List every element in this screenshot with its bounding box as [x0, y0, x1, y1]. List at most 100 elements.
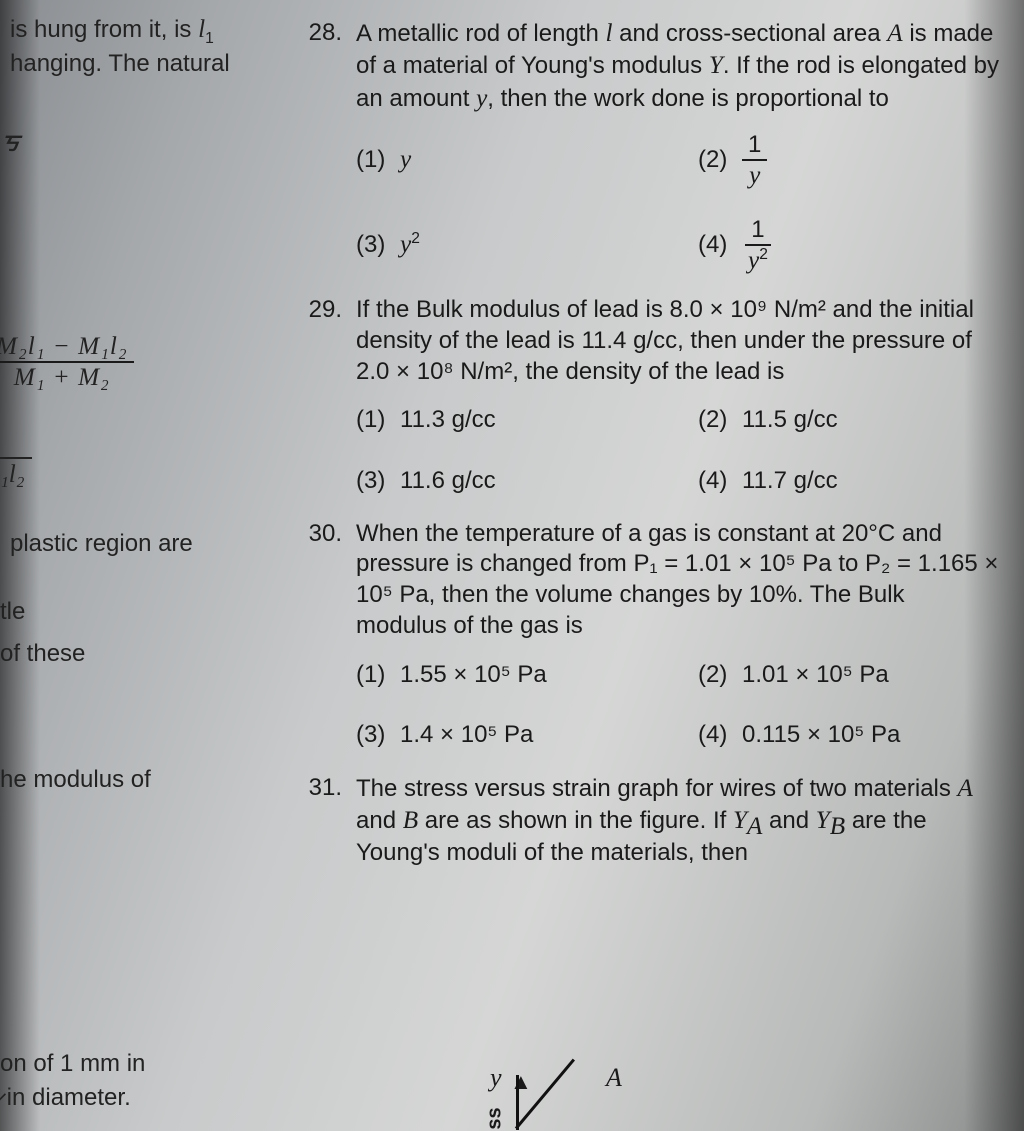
question-body: When the temperature of a gas is constan… [356, 519, 1000, 755]
option-1[interactable]: (1) 1.55 × 10⁵ Pa [356, 660, 658, 691]
question-text: The stress versus strain graph for wires… [356, 773, 1000, 868]
label: (4) [698, 230, 732, 261]
fragment-diameter: ̷ in diameter. [0, 1084, 280, 1112]
var: A [887, 20, 902, 47]
t: A metallic rod of length [356, 20, 605, 47]
option-4[interactable]: (4) 0.115 × 10⁵ Pa [698, 720, 1000, 751]
var: Y [709, 52, 723, 79]
den: y [743, 161, 766, 188]
value: 1.01 × 10⁵ Pa [742, 660, 889, 691]
fragment-plastic: plastic region are [10, 530, 280, 558]
question-30: 30. When the temperature of a gas is con… [300, 519, 1000, 755]
t: and [356, 807, 403, 834]
label: (4) [698, 720, 732, 751]
options: (1) y (2) 1 y (3) y2 (4) 1 [356, 133, 1000, 273]
question-text: A metallic rod of length l and cross-sec… [356, 18, 1000, 115]
var: y [476, 85, 487, 112]
value: 11.7 g/cc [742, 466, 838, 497]
t: , then the work done is proportional to [487, 85, 889, 112]
sub: B [830, 813, 845, 840]
label: (1) [356, 660, 390, 691]
t: are as shown in the figure. If [418, 807, 733, 834]
text: is hung from it, is [10, 16, 191, 43]
option-4[interactable]: (4) 1 y2 [698, 218, 1000, 273]
den: y2 [742, 246, 774, 273]
arrowhead-icon: ▲ [510, 1069, 532, 1095]
label: (2) [698, 405, 732, 436]
value: 11.6 g/cc [400, 466, 496, 497]
question-number: 29. [300, 295, 342, 501]
option-3[interactable]: (3) y2 [356, 218, 658, 273]
question-31: 31. The stress versus strain graph for w… [300, 773, 1000, 886]
label: (3) [356, 720, 390, 751]
t: and [762, 807, 815, 834]
main-column: 28. A metallic rod of length l and cross… [300, 0, 1000, 886]
fragment-hanging: hanging. The natural [10, 50, 280, 78]
fragment-mm: on of 1 mm in [0, 1050, 280, 1078]
question-number: 31. [300, 773, 342, 886]
sub: 1 [205, 30, 214, 47]
base: y [400, 231, 411, 258]
question-body: If the Bulk modulus of lead is 8.0 × 10⁹… [356, 295, 1000, 501]
fragment-formula: M₂l₁ − M₁l₂ M₁ + M₂ [0, 334, 280, 390]
t: The stress versus strain graph for wires… [356, 775, 958, 802]
question-28: 28. A metallic rod of length l and cross… [300, 18, 1000, 277]
fragment-tle: tle [0, 598, 280, 626]
label: (3) [356, 230, 390, 261]
stress-strain-graph-fragment: y ▲ A ss [460, 1065, 660, 1130]
label: (4) [698, 466, 732, 497]
var: A [958, 775, 973, 802]
value: y [400, 144, 411, 176]
var: Y [816, 807, 830, 834]
sub: A [747, 813, 762, 840]
var: B [403, 807, 418, 834]
text: ₁l₂ [0, 461, 25, 488]
option-2[interactable]: (2) 11.5 g/cc [698, 405, 1000, 436]
label: (1) [356, 145, 390, 176]
y-axis-label: y [490, 1063, 502, 1093]
option-3[interactable]: (3) 1.4 × 10⁵ Pa [356, 720, 658, 751]
axis-text-fragment: ss [484, 1107, 507, 1129]
label: (3) [356, 466, 390, 497]
options: (1) 1.55 × 10⁵ Pa (2) 1.01 × 10⁵ Pa (3) 1.4… [356, 660, 1000, 751]
question-body: The stress versus strain graph for wires… [356, 773, 1000, 886]
fragment-l2: ₁l₂ [0, 457, 32, 489]
question-body: A metallic rod of length l and cross-sec… [356, 18, 1000, 277]
value: 1.4 × 10⁵ Pa [400, 720, 533, 751]
option-1[interactable]: (1) 11.3 g/cc [356, 405, 658, 436]
option-2[interactable]: (2) 1.01 × 10⁵ Pa [698, 660, 1000, 691]
label: (1) [356, 405, 390, 436]
value: 0.115 × 10⁵ Pa [742, 720, 900, 751]
line-A-label: A [606, 1063, 622, 1093]
option-1[interactable]: (1) y [356, 133, 658, 188]
fragment-modulus: he modulus of [0, 766, 280, 794]
scribble-mark: ㆶ [0, 108, 18, 160]
options: (1) 11.3 g/cc (2) 11.5 g/cc (3) 11.6 g/cc (… [356, 405, 1000, 496]
b: y [748, 247, 759, 274]
num: 1 [742, 133, 767, 161]
question-text: When the temperature of a gas is constan… [356, 519, 1000, 642]
option-4[interactable]: (4) 11.7 g/cc [698, 466, 1000, 497]
value: 11.3 g/cc [400, 405, 496, 436]
option-2[interactable]: (2) 1 y [698, 133, 1000, 188]
value: 1 y2 [742, 218, 774, 273]
formula-num: M₂l₁ − M₁l₂ [0, 334, 134, 363]
fragment-hung: is hung from it, is l1 [10, 16, 280, 44]
question-29: 29. If the Bulk modulus of lead is 8.0 ×… [300, 295, 1000, 501]
value: 1 y [742, 133, 767, 188]
value: 1.55 × 10⁵ Pa [400, 660, 547, 691]
label: (2) [698, 145, 732, 176]
fragment-ofthese: of these [0, 640, 280, 668]
var: Y [733, 807, 747, 834]
num: 1 [745, 218, 770, 246]
value: 11.5 g/cc [742, 405, 838, 436]
s: 2 [759, 246, 768, 263]
label: (2) [698, 660, 732, 691]
question-number: 28. [300, 18, 342, 277]
question-text: If the Bulk modulus of lead is 8.0 × 10⁹… [356, 295, 1000, 387]
option-3[interactable]: (3) 11.6 g/cc [356, 466, 658, 497]
question-number: 30. [300, 519, 342, 755]
value: y2 [400, 229, 420, 261]
t: and cross-sectional area [612, 20, 887, 47]
sup: 2 [411, 230, 420, 247]
